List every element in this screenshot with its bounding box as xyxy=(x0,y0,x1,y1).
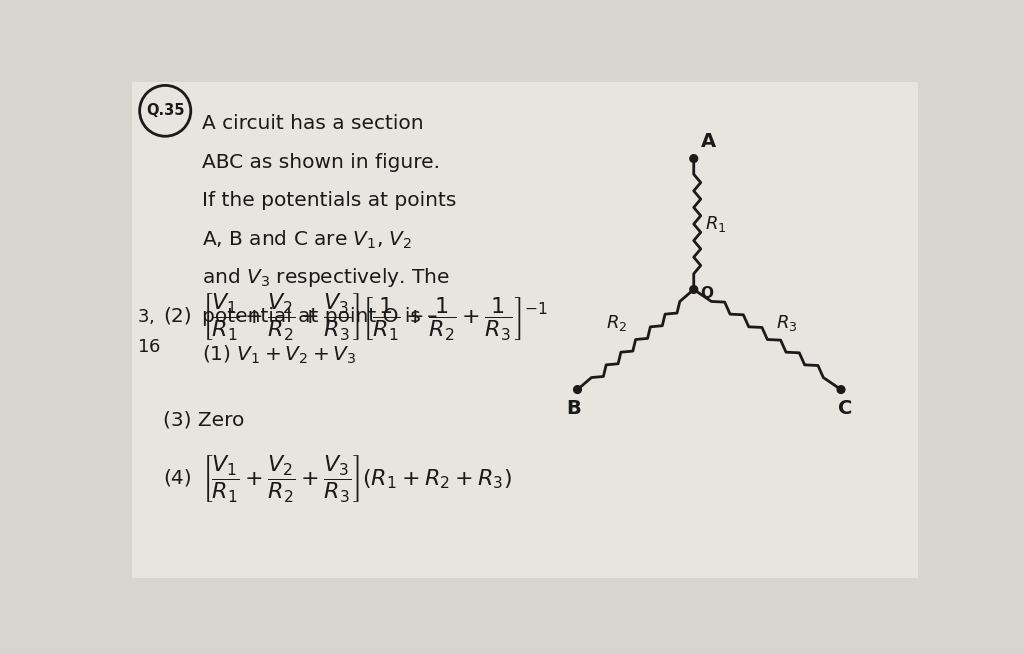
Text: (2): (2) xyxy=(163,307,191,326)
Text: ABC as shown in figure.: ABC as shown in figure. xyxy=(202,153,439,172)
Text: $R_2$: $R_2$ xyxy=(605,313,627,333)
Text: $R_3$: $R_3$ xyxy=(776,313,798,333)
Text: If the potentials at points: If the potentials at points xyxy=(202,192,456,211)
Text: (3) Zero: (3) Zero xyxy=(163,411,245,430)
Text: (4): (4) xyxy=(163,469,191,488)
Text: A circuit has a section: A circuit has a section xyxy=(202,114,423,133)
Text: $R_1$: $R_1$ xyxy=(706,214,727,234)
FancyBboxPatch shape xyxy=(132,82,918,578)
Text: A: A xyxy=(700,132,716,151)
Text: A, B and C are $V_1$, $V_2$: A, B and C are $V_1$, $V_2$ xyxy=(202,228,412,250)
Text: $\left[\dfrac{V_1}{R_1}+\dfrac{V_2}{R_2}+\dfrac{V_3}{R_3}\right](R_1+R_2+R_3)$: $\left[\dfrac{V_1}{R_1}+\dfrac{V_2}{R_2}… xyxy=(202,453,512,504)
Text: $\mathit{16}$: $\mathit{16}$ xyxy=(137,338,161,356)
Circle shape xyxy=(838,386,845,394)
Text: Q.35: Q.35 xyxy=(146,103,184,118)
Text: $\left[\dfrac{V_1}{R_1}+\dfrac{V_2}{R_2}+\dfrac{V_3}{R_3}\right]\left[\dfrac{1}{: $\left[\dfrac{V_1}{R_1}+\dfrac{V_2}{R_2}… xyxy=(202,291,548,342)
Circle shape xyxy=(690,286,697,293)
Text: O: O xyxy=(700,286,714,301)
Text: B: B xyxy=(566,399,581,418)
Text: $\mathit{3}$,: $\mathit{3}$, xyxy=(137,307,155,326)
Text: C: C xyxy=(838,399,852,418)
Text: potential at point O is –: potential at point O is – xyxy=(202,307,437,326)
Text: (1) $V_1 + V_2 + V_3$: (1) $V_1 + V_2 + V_3$ xyxy=(202,344,356,366)
Circle shape xyxy=(573,386,582,394)
Text: and $V_3$ respectively. The: and $V_3$ respectively. The xyxy=(202,266,450,290)
Circle shape xyxy=(690,155,697,162)
